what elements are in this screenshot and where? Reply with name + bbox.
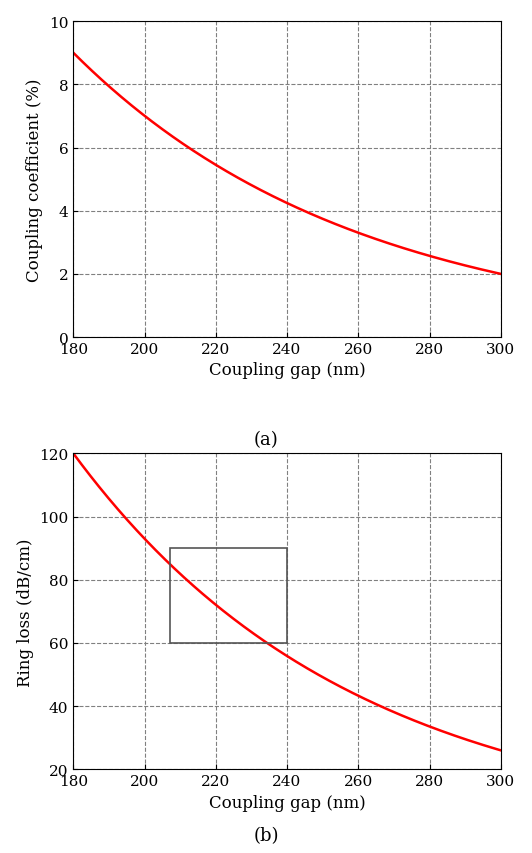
- Text: (a): (a): [254, 431, 278, 449]
- Y-axis label: Ring loss (dB/cm): Ring loss (dB/cm): [16, 537, 34, 686]
- X-axis label: Coupling gap (nm): Coupling gap (nm): [209, 794, 365, 810]
- Y-axis label: Coupling coefficient (%): Coupling coefficient (%): [27, 78, 44, 281]
- X-axis label: Coupling gap (nm): Coupling gap (nm): [209, 362, 365, 379]
- Text: (b): (b): [253, 827, 279, 844]
- Bar: [170, 548, 287, 643]
